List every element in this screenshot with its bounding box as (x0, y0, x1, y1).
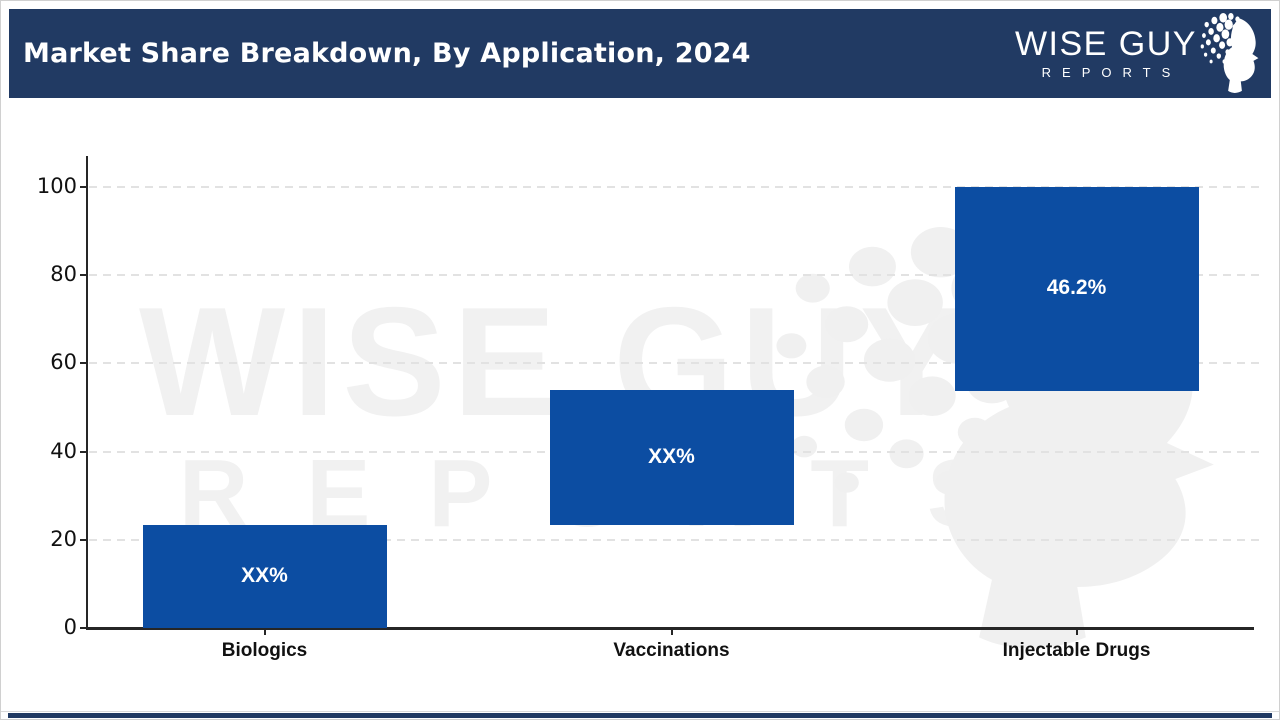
x-category-label-1: Biologics (221, 640, 308, 661)
chart-title: Market Share Breakdown, By Application, … (23, 38, 751, 69)
y-tick-label-100: 100 (36, 174, 77, 198)
x-tick-2 (670, 628, 673, 635)
y-tick-label-20: 20 (50, 526, 77, 551)
gridline-80 (89, 274, 1263, 277)
gridline-100 (89, 186, 1263, 188)
y-tick-label-80: 80 (50, 262, 77, 287)
wiseguy-logo-text: WISE GUY REPORTS (1014, 25, 1197, 80)
y-tick-label-0: 0 (63, 615, 77, 639)
y-axis-line (86, 156, 88, 630)
y-tick-label-60: 60 (50, 350, 77, 375)
bottom-divider (1, 711, 1279, 712)
y-tick-label-40: 40 (50, 438, 77, 463)
logo-subtitle: REPORTS (1041, 64, 1182, 80)
report-header: Market Share Breakdown, By Application, … (9, 9, 1271, 98)
y-tick-40 (80, 450, 87, 453)
bar-value-label-2: XX% (648, 444, 695, 468)
y-tick-100 (80, 186, 87, 188)
gridline-20 (89, 538, 1263, 541)
bar-vaccinations (549, 389, 794, 526)
footer-accent-bar (8, 713, 1272, 718)
x-category-label-2: Vaccinations (613, 640, 730, 661)
bar-value-label-3: 46.2% (1046, 275, 1107, 299)
bar-biologics (142, 525, 387, 628)
x-tick-3 (1075, 628, 1078, 635)
y-tick-80 (80, 274, 87, 277)
wiseguy-face-icon (1200, 12, 1259, 93)
gridline-60 (89, 362, 1263, 365)
bar-value-label-1: XX% (241, 563, 288, 587)
x-category-label-3: Injectable Drugs (1002, 640, 1151, 661)
logo-wordmark: WISE GUY (1014, 25, 1197, 64)
x-tick-1 (263, 628, 266, 635)
y-tick-60 (80, 362, 87, 365)
x-axis-line (86, 627, 1254, 630)
wiseguy-logo: WISE GUY REPORTS (1015, 9, 1265, 98)
y-tick-20 (80, 538, 87, 541)
y-tick-0 (80, 627, 87, 629)
